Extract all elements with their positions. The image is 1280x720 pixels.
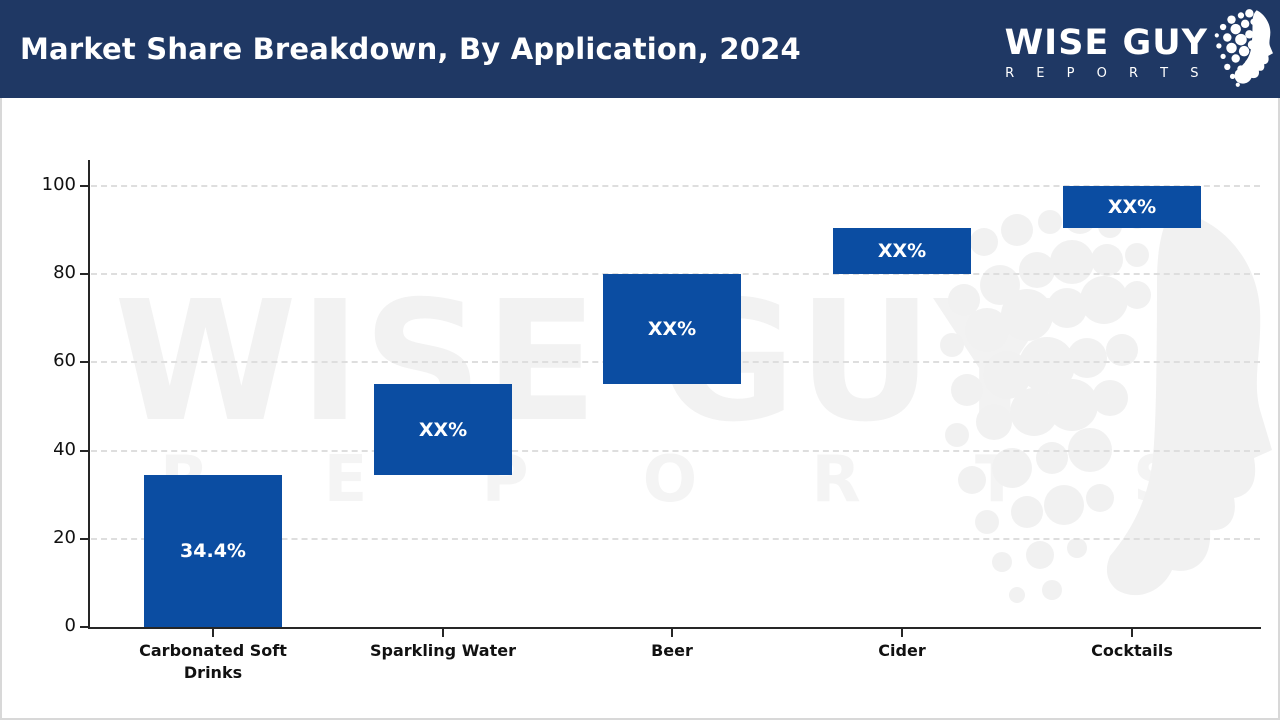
y-tick-mark bbox=[80, 626, 89, 628]
bar: XX% bbox=[1063, 186, 1201, 228]
logo-subtitle: R E P O R T S bbox=[1005, 65, 1208, 81]
watermark-head-icon bbox=[940, 202, 1272, 603]
logo-wordmark: WISE GUY bbox=[1004, 22, 1208, 63]
bar: XX% bbox=[603, 274, 741, 384]
x-category-label: Cider bbox=[878, 641, 926, 660]
x-tick-mark bbox=[442, 629, 444, 637]
bar: XX% bbox=[374, 384, 512, 475]
header-band: Market Share Breakdown, By Application, … bbox=[0, 0, 1280, 98]
y-tick-mark bbox=[80, 361, 89, 363]
bar-value-label: 34.4% bbox=[180, 540, 246, 562]
x-tick-mark bbox=[1131, 629, 1133, 637]
bar-value-label: XX% bbox=[1107, 196, 1157, 218]
x-category-label: Carbonated Soft Drinks bbox=[139, 641, 287, 682]
x-axis-spine bbox=[88, 627, 1261, 629]
grid-line bbox=[91, 450, 1260, 452]
bar: 34.4% bbox=[144, 475, 282, 627]
x-category-label: Cocktails bbox=[1091, 641, 1173, 660]
x-tick-mark bbox=[212, 629, 214, 637]
bar: XX% bbox=[833, 228, 971, 274]
y-tick-label: 40 bbox=[53, 439, 76, 460]
y-tick-label: 20 bbox=[53, 527, 76, 548]
grid-line bbox=[91, 538, 1260, 540]
watermark-wordmark: WISE GUY bbox=[114, 266, 1057, 459]
y-tick-label: 100 bbox=[41, 174, 76, 195]
x-category-label: Beer bbox=[651, 641, 693, 660]
logo-text-block: WISE GUY R E P O R T S bbox=[1004, 22, 1208, 81]
y-tick-mark bbox=[80, 450, 89, 452]
y-axis-spine bbox=[88, 160, 90, 629]
y-tick-label: 80 bbox=[53, 262, 76, 283]
page-title: Market Share Breakdown, By Application, … bbox=[20, 32, 801, 66]
bar-value-label: XX% bbox=[647, 318, 697, 340]
bar-value-label: XX% bbox=[418, 418, 468, 441]
x-tick-mark bbox=[901, 629, 903, 637]
bar-value-label: XX% bbox=[877, 240, 927, 262]
y-tick-mark bbox=[80, 185, 89, 187]
y-tick-mark bbox=[80, 273, 89, 275]
y-tick-label: 60 bbox=[53, 350, 76, 371]
x-category-label: Sparkling Water bbox=[370, 641, 516, 660]
logo-head-icon bbox=[1214, 9, 1273, 87]
y-tick-label: 0 bbox=[64, 615, 76, 636]
wise-guy-logo: WISE GUY R E P O R T S bbox=[1005, 6, 1274, 90]
y-tick-mark bbox=[80, 538, 89, 540]
x-tick-mark bbox=[671, 629, 673, 637]
grid-line bbox=[91, 185, 1260, 187]
